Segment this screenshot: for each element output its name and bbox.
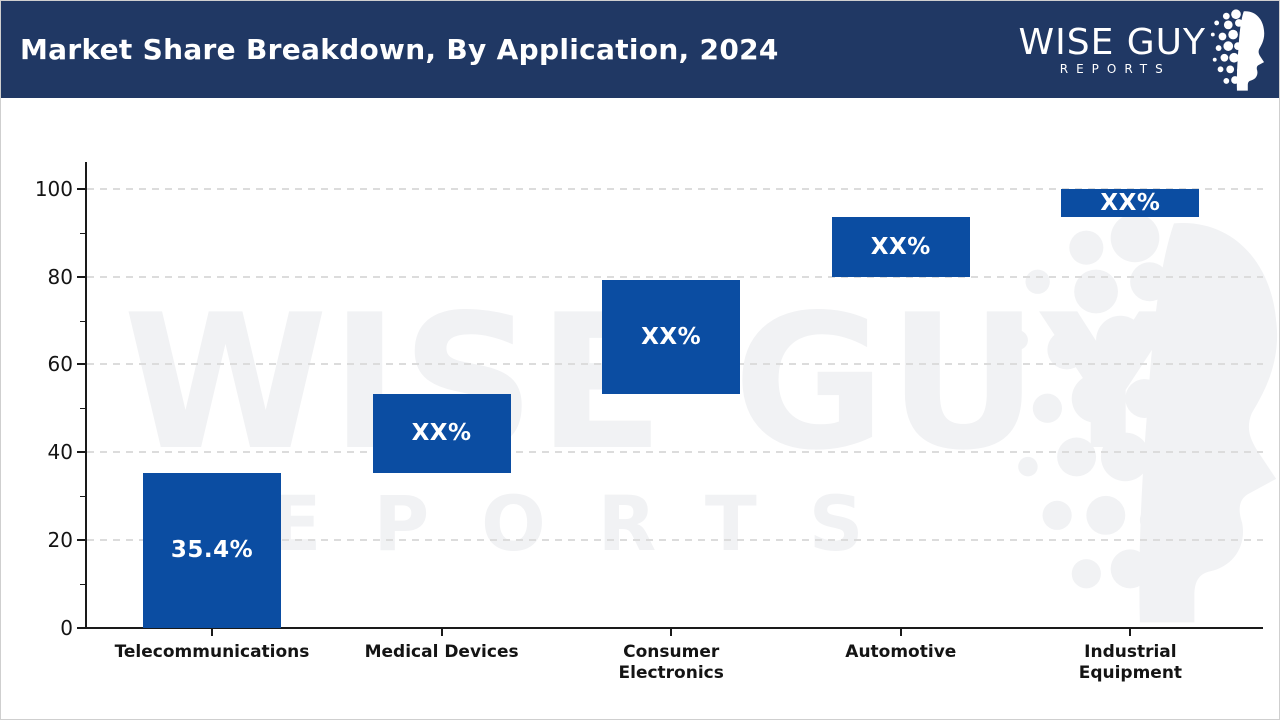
x-tick-label: Industrial Equipment <box>1014 642 1246 683</box>
x-tick-label: Telecommunications <box>96 642 328 663</box>
bar-value-label: 35.4% <box>170 537 254 564</box>
y-tick-mark <box>77 363 85 366</box>
x-tick-mark <box>211 629 213 636</box>
gridline-40 <box>87 451 1263 454</box>
x-tick-mark <box>670 629 673 636</box>
bar-segment-1: 35.4% <box>143 472 281 628</box>
x-tick-mark <box>440 629 443 636</box>
y-tick-label: 20 <box>47 528 73 553</box>
y-tick-mark <box>77 539 85 542</box>
logo-wordmark: WISE GUY <box>1018 21 1206 63</box>
bar-segment-5: XX% <box>1061 188 1200 217</box>
watermark-dotted-face-icon <box>989 193 1280 643</box>
x-tick-label-line: Equipment <box>1078 662 1183 683</box>
y-minor-tick-mark <box>80 232 85 234</box>
bar-segment-4: XX% <box>831 216 970 277</box>
x-tick-label-line: Telecommunications <box>114 642 310 662</box>
x-tick-label-line: Automotive <box>845 642 957 662</box>
bar-value-label: XX% <box>411 420 472 447</box>
y-axis-line <box>85 162 87 629</box>
logo-dotted-face-icon <box>1207 9 1265 91</box>
y-tick-mark <box>77 627 85 629</box>
y-tick-label: 40 <box>47 440 73 465</box>
bar-value-label: XX% <box>1100 189 1161 216</box>
logo-subtext: REPORTS <box>1059 61 1171 76</box>
y-minor-tick-mark <box>80 496 85 498</box>
x-tick-label-line: Electronics <box>618 662 724 683</box>
y-minor-tick-mark <box>80 320 85 322</box>
y-tick-label: 100 <box>34 176 73 201</box>
page-title: Market Share Breakdown, By Application, … <box>20 33 779 66</box>
bar-segment-2: XX% <box>372 393 511 473</box>
x-axis-line <box>85 627 1263 629</box>
y-minor-tick-mark <box>80 584 85 586</box>
y-tick-mark <box>77 275 85 278</box>
gridline-20 <box>87 539 1263 542</box>
bar-value-label: XX% <box>870 233 931 260</box>
y-tick-mark <box>77 187 85 190</box>
y-tick-mark <box>77 451 85 454</box>
x-tick-label: Automotive <box>785 642 1017 663</box>
bar-segment-3: XX% <box>602 279 741 394</box>
logo-text: WISE GUY REPORTS <box>1018 21 1207 76</box>
bar-value-label: XX% <box>641 323 702 350</box>
gridline-100 <box>87 187 1263 190</box>
x-tick-mark <box>1129 629 1132 636</box>
x-tick-mark <box>899 629 902 636</box>
x-tick-label: Consumer Electronics <box>555 642 787 683</box>
header-bar: Market Share Breakdown, By Application, … <box>1 1 1279 98</box>
x-tick-label-line: Medical Devices <box>364 642 519 662</box>
y-tick-label: 0 <box>60 616 73 640</box>
x-tick-label: Medical Devices <box>326 642 558 663</box>
y-tick-label: 80 <box>47 264 73 289</box>
gridline-80 <box>87 275 1263 278</box>
chart-canvas: WISE GUY REPORTS 0 20 40 60 80 100 35.4% Teleco… <box>1 98 1280 719</box>
y-minor-tick-mark <box>80 408 85 410</box>
x-tick-label-line: Consumer <box>623 642 720 662</box>
x-tick-label-line: Industrial <box>1084 642 1177 662</box>
y-tick-label: 60 <box>47 352 73 377</box>
wise-guy-reports-logo: WISE GUY REPORTS <box>1019 9 1266 91</box>
